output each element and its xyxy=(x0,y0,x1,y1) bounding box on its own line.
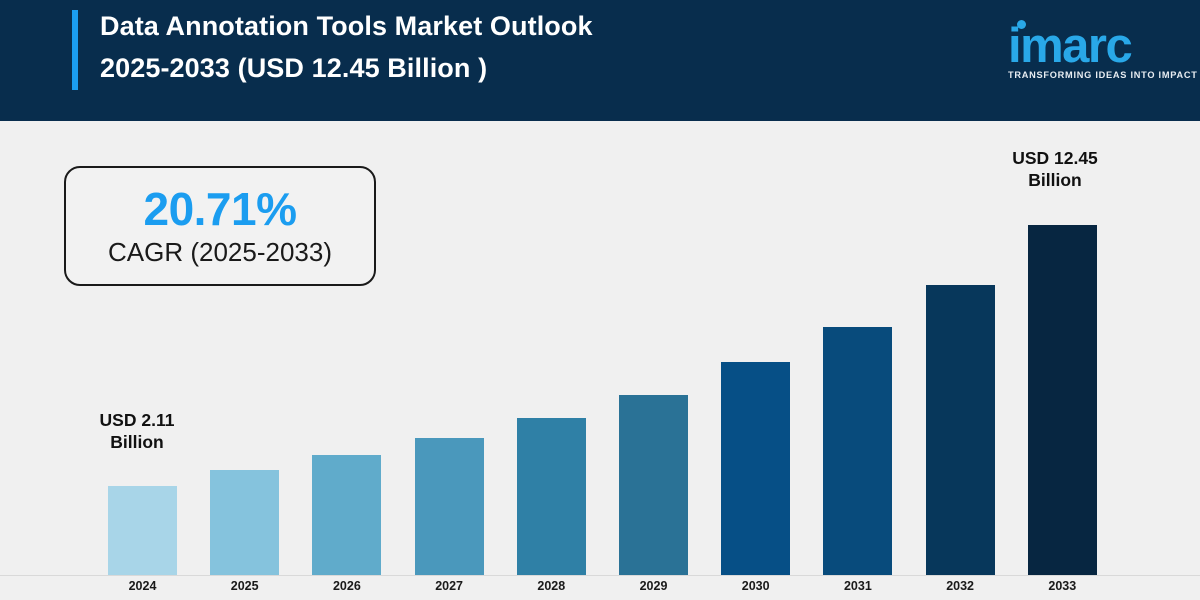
header-accent-bar xyxy=(72,10,78,90)
first-value-callout-line-1: USD 2.11 xyxy=(99,410,175,430)
x-axis-label-2030: 2030 xyxy=(741,579,770,593)
bar-2031 xyxy=(823,327,893,575)
last-value-callout: USD 12.45 Billion xyxy=(975,147,1135,191)
x-axis-label-2031: 2031 xyxy=(843,579,872,593)
bar-2027 xyxy=(414,438,484,575)
page-title: Data Annotation Tools Market Outlook 202… xyxy=(100,5,920,89)
x-axis-label-2026: 2026 xyxy=(332,579,361,593)
cagr-value: 20.71% xyxy=(143,183,297,235)
logo-tagline: TRANSFORMING IDEAS INTO IMPACT xyxy=(1008,70,1198,80)
last-value-callout-line-2: Billion xyxy=(1028,170,1082,190)
chart-baseline xyxy=(0,575,1200,576)
x-axis-label-2029: 2029 xyxy=(639,579,668,593)
first-value-callout: USD 2.11 Billion xyxy=(62,409,212,453)
bar-2025 xyxy=(210,470,280,575)
x-axis-label-2024: 2024 xyxy=(128,579,157,593)
bar-2026 xyxy=(312,455,382,575)
logo-wordmark: imarc xyxy=(1008,19,1133,73)
page-title-line-1: Data Annotation Tools Market Outlook xyxy=(100,11,593,41)
bar-2030 xyxy=(721,362,791,575)
bar-2033 xyxy=(1027,225,1097,575)
bar-2028 xyxy=(516,418,586,575)
x-axis-label-2033: 2033 xyxy=(1048,579,1077,593)
page-header: Data Annotation Tools Market Outlook 202… xyxy=(0,0,1200,121)
x-axis-label-2028: 2028 xyxy=(537,579,566,593)
x-axis-label-2027: 2027 xyxy=(435,579,463,593)
first-value-callout-line-2: Billion xyxy=(110,432,164,452)
logo-dot-icon xyxy=(1017,20,1026,29)
bar-2029 xyxy=(619,395,688,575)
last-value-callout-line-1: USD 12.45 xyxy=(1012,148,1098,168)
bar-chart: USD 2.11 Billion USD 12.45 Billion 2024 2… xyxy=(0,121,1200,600)
x-axis-label-2032: 2032 xyxy=(946,579,974,593)
imarc-logo[interactable]: imarc TRANSFORMING IDEAS INTO IMPACT xyxy=(1000,14,1198,84)
bar-2032 xyxy=(925,285,995,575)
cagr-label: CAGR (2025-2033) xyxy=(108,237,332,267)
page-title-line-2: 2025-2033 (USD 12.45 Billion ) xyxy=(100,53,488,83)
cagr-box: 20.71% CAGR (2025-2033) xyxy=(64,166,376,286)
bar-2024 xyxy=(108,486,177,575)
x-axis-label-2025: 2025 xyxy=(230,579,259,593)
